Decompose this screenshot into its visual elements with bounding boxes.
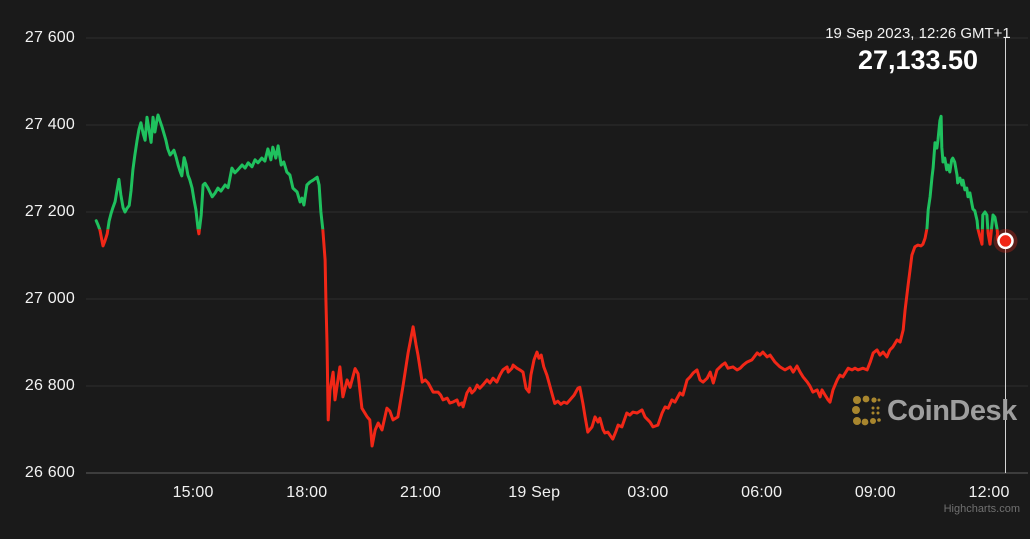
x-axis-label: 21:00 [399,484,442,501]
x-axis-label: 19 Sep [508,484,561,501]
y-axis-label: 27 000 [24,290,75,307]
tooltip-timestamp: 19 Sep 2023, 12:26 GMT+1 [825,25,1011,42]
coindesk-logo: CoinDesk [851,394,1017,428]
x-axis-label: 09:00 [854,484,896,501]
series-line-up [94,113,999,230]
coindesk-wordmark: CoinDesk [887,395,1017,427]
x-axis-label: 06:00 [741,484,783,501]
x-axis-label: 03:00 [627,484,669,501]
highcharts-credit[interactable]: Highcharts.com [943,503,1020,515]
y-axis-label: 26 600 [24,464,75,481]
y-axis-label: 27 400 [24,116,75,133]
x-axis-label: 15:00 [172,484,214,501]
last-price-marker[interactable] [997,232,1014,250]
x-axis-label: 12:00 [968,484,1010,501]
y-axis-label: 27 600 [24,29,75,46]
coindesk-icon [852,395,881,426]
y-axis-label: 26 800 [24,377,75,394]
tooltip-price: 27,133.50 [857,45,979,75]
y-axis-label: 27 200 [24,203,75,220]
tooltip: 19 Sep 2023, 12:26 GMT+1 27,133.50 [818,0,1018,76]
x-axis-label: 18:00 [286,484,328,501]
series-line-down [98,229,1007,448]
